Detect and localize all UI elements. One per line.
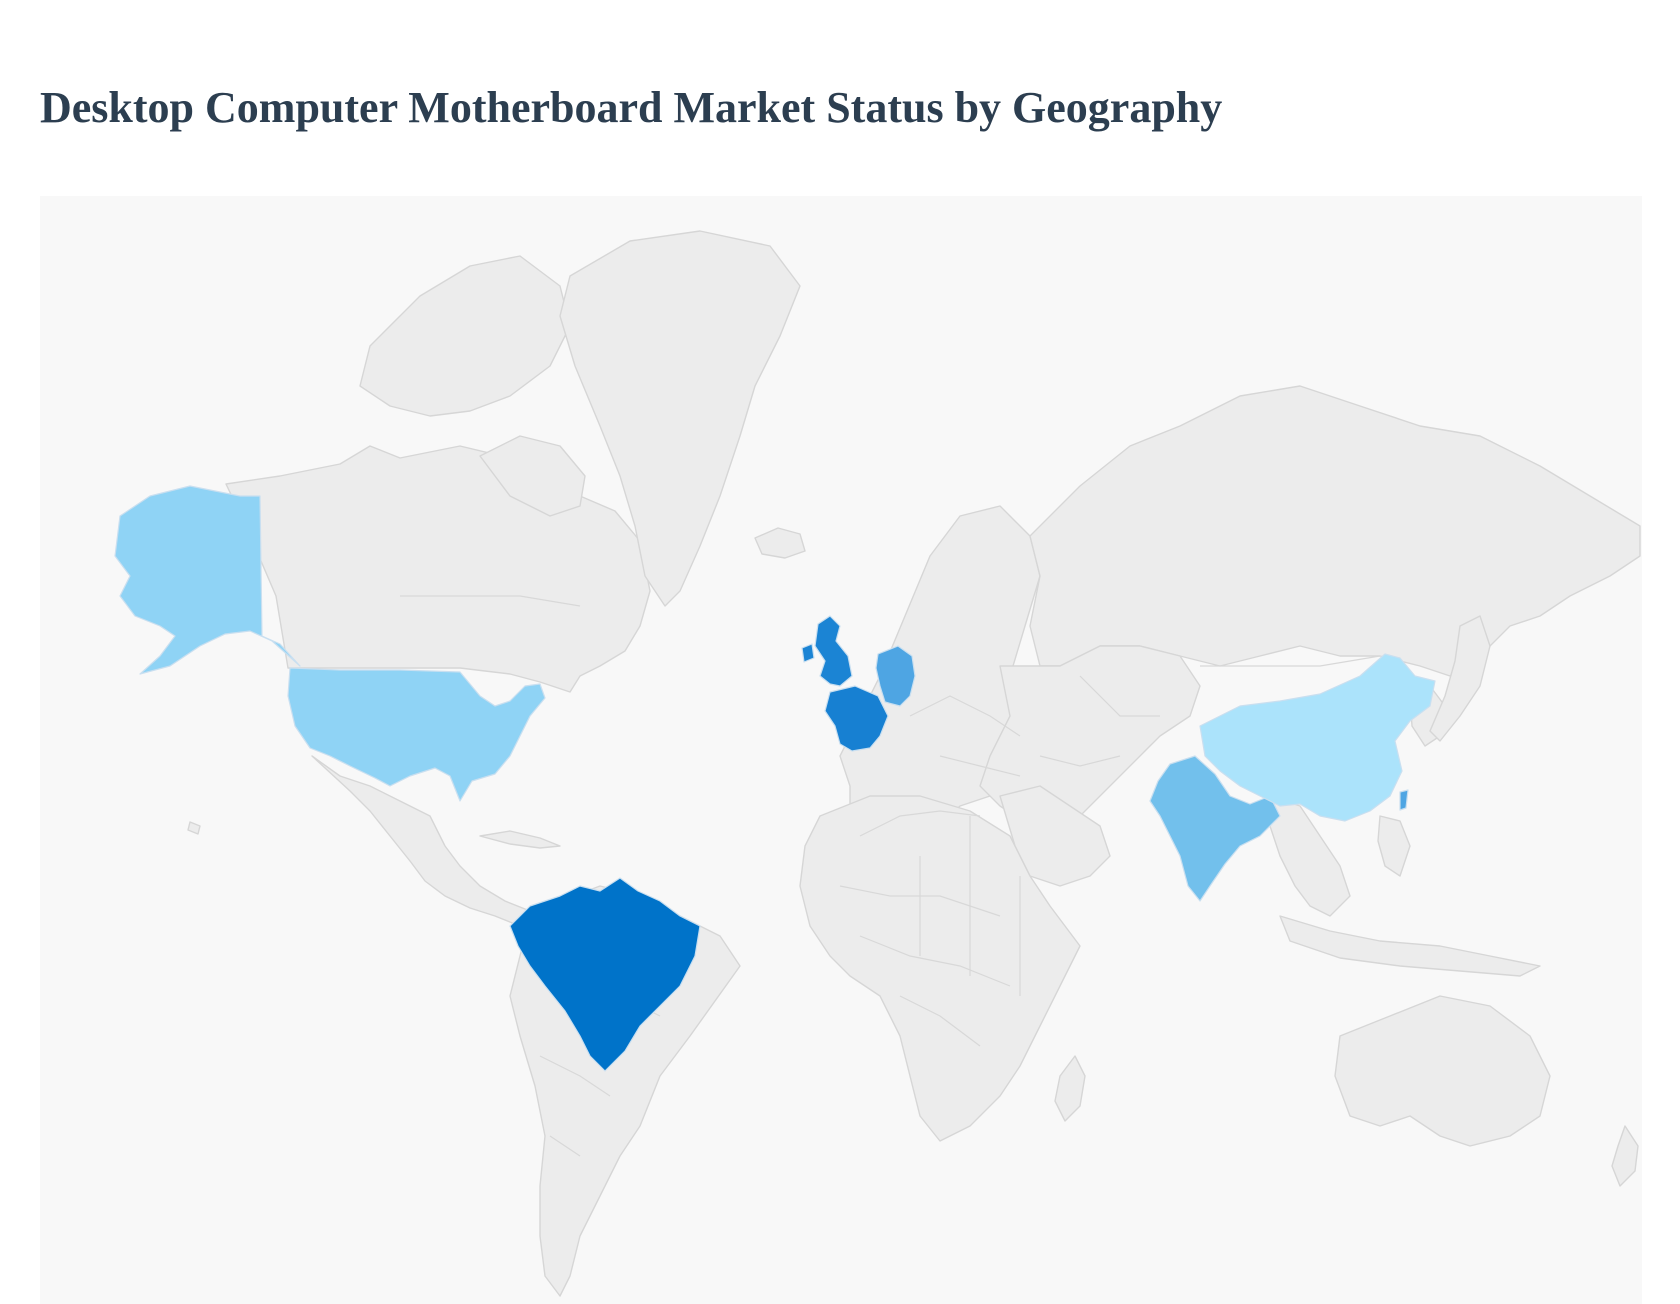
world-map-svg — [114, 230, 1641, 1297]
base-landmasses — [187, 230, 1641, 1297]
country-china[interactable] — [1199, 653, 1436, 822]
country-india[interactable] — [1149, 755, 1281, 902]
country-usa[interactable] — [287, 667, 546, 802]
country-uk-ireland-north[interactable] — [801, 643, 815, 663]
landmass-arctic-islands — [359, 255, 571, 417]
highlighted-countries — [114, 485, 1436, 1072]
country-germany[interactable] — [875, 645, 916, 707]
page-title: Desktop Computer Motherboard Market Stat… — [40, 83, 1223, 132]
country-brazil[interactable] — [509, 877, 701, 1072]
country-france[interactable] — [824, 685, 889, 752]
landmass-iceland — [754, 527, 806, 559]
landmass-cuba — [479, 830, 561, 849]
landmass-greenland — [559, 230, 801, 607]
landmass-southeast-asia — [1269, 795, 1351, 917]
world-map[interactable] — [40, 196, 1642, 1304]
landmass-madagascar — [1054, 1055, 1086, 1122]
country-borders — [400, 595, 1381, 1157]
landmass-philippines — [1377, 815, 1411, 877]
landmass-indonesia — [1279, 915, 1541, 977]
landmass-hawaii — [187, 821, 201, 835]
landmass-baffin — [479, 435, 586, 517]
landmass-japan — [1429, 615, 1491, 742]
landmass-russia — [1029, 385, 1641, 677]
country-taiwan[interactable] — [1399, 789, 1409, 811]
landmass-africa — [799, 795, 1081, 1142]
landmass-new-zealand — [1611, 1125, 1639, 1187]
landmass-australia — [1334, 995, 1551, 1147]
country-usa-alaska[interactable] — [114, 485, 301, 675]
country-uk[interactable] — [814, 615, 853, 687]
